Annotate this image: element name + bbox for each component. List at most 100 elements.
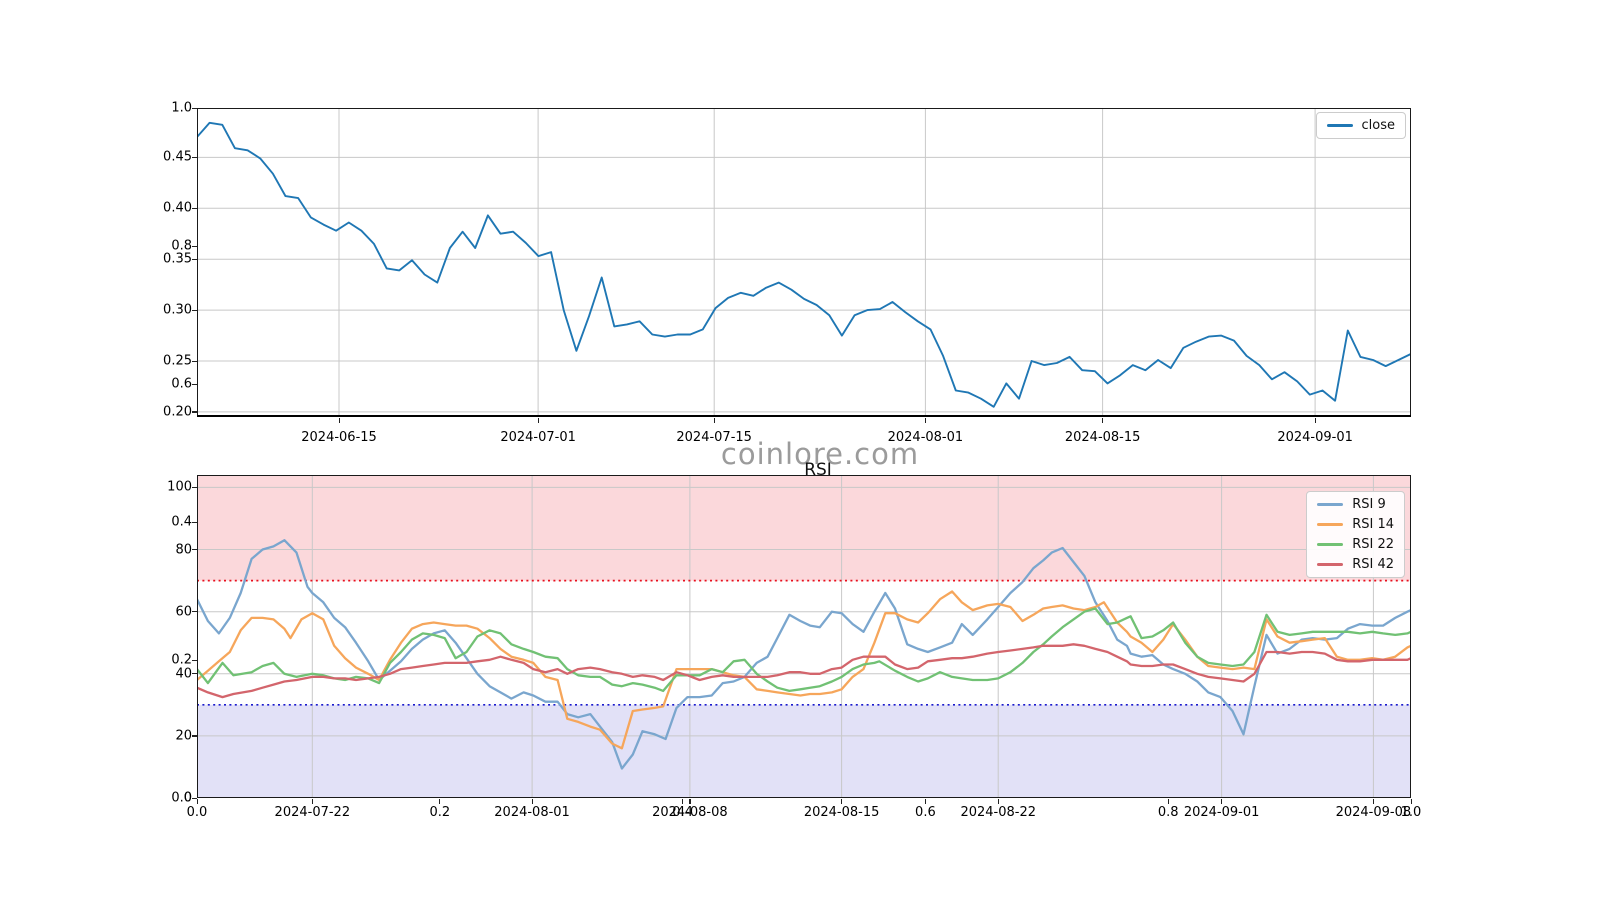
tick-mark: [192, 411, 197, 413]
tick-mark: [192, 549, 197, 551]
outer-xtick-label: 0.0: [186, 805, 208, 820]
price-xtick-label: 2024-08-15: [1064, 430, 1141, 445]
series-line-rsi-42: [197, 643, 1411, 699]
outer-xtick-label: 0.6: [915, 805, 936, 820]
tick-mark: [311, 799, 314, 804]
tick-mark: [1167, 799, 1169, 804]
rsi-xtick-label: 2024-09-01: [1183, 805, 1260, 820]
legend-line-sample: [1326, 124, 1353, 127]
rsi-xtick-label: 2024-08-22: [960, 805, 1037, 820]
tick-mark: [196, 799, 198, 804]
rsi-chart-title: RSI: [804, 460, 832, 480]
outer-xtick-label: 0.4: [672, 805, 693, 820]
tick-mark: [192, 258, 197, 260]
legend-entry: close: [1326, 118, 1395, 133]
outer-ytick-label: 0.6: [171, 376, 192, 392]
rsi-xtick-label: 2024-09-08: [1335, 805, 1412, 820]
tick-mark: [924, 418, 927, 423]
tick-mark: [192, 245, 197, 247]
tick-mark: [1314, 418, 1316, 423]
legend-entry: RSI 14: [1317, 517, 1394, 532]
tick-mark: [192, 659, 197, 661]
outer-xtick-label: 0.8: [1157, 805, 1179, 820]
tick-mark: [192, 107, 197, 109]
price-ytick-label: 0.40: [163, 200, 192, 216]
tick-mark: [192, 309, 197, 311]
tick-mark: [192, 735, 197, 737]
outer-ytick-label: 0.2: [171, 652, 192, 668]
series-line-rsi-14: [197, 590, 1411, 750]
tick-mark: [192, 360, 197, 362]
legend-label: RSI 14: [1352, 517, 1394, 532]
tick-mark: [713, 418, 715, 423]
plot-svg: [197, 475, 1411, 798]
legend-line-sample: [1317, 563, 1344, 566]
rsi-xtick-label: 2024-08-08: [652, 805, 728, 820]
outer-ytick-label: 0.4: [171, 514, 192, 530]
outer-ytick-label: 1.0: [171, 100, 192, 116]
rsi-ytick-label: 40: [175, 666, 192, 682]
outer-xtick-label: 0.2: [429, 805, 451, 820]
overbought-band: [197, 475, 1411, 581]
tick-mark: [689, 799, 691, 804]
plot-border: [197, 475, 1411, 798]
tick-mark: [192, 383, 197, 385]
price-ytick-label: 0.25: [163, 353, 192, 369]
legend-line-sample: [1317, 523, 1344, 526]
tick-mark: [1102, 418, 1104, 423]
legend-entry: RSI 22: [1317, 537, 1394, 552]
tick-mark: [439, 799, 441, 804]
tick-mark: [192, 611, 197, 613]
price-ytick-label: 0.35: [163, 251, 192, 267]
rsi-ytick-label: 20: [175, 728, 192, 744]
tick-mark: [924, 799, 927, 804]
price-legend: close: [1315, 112, 1406, 139]
tick-mark: [1372, 799, 1375, 804]
rsi-ytick-label: 60: [175, 604, 192, 620]
rsi-xtick-label: 2024-07-22: [274, 805, 351, 820]
rsi-legend: RSI 9 RSI 14 RSI 22 RSI 42: [1306, 491, 1405, 578]
legend-label: RSI 9: [1352, 497, 1386, 512]
price-ytick-label: 0.30: [163, 302, 192, 318]
price-xtick-label: 2024-08-01: [887, 430, 964, 445]
price-xtick-label: 2024-06-15: [301, 430, 377, 445]
tick-mark: [1221, 799, 1223, 804]
tick-mark: [537, 418, 539, 423]
plot-svg: [197, 108, 1411, 417]
price-xtick-label: 2024-09-01: [1277, 430, 1353, 445]
legend-label: RSI 42: [1352, 557, 1394, 572]
watermark: coinlore.com: [720, 437, 920, 471]
rsi-xtick-label: 2024-08-15: [803, 805, 880, 820]
legend-label: RSI 22: [1352, 537, 1394, 552]
rsi-ytick-label: 100: [167, 479, 192, 495]
tick-mark: [682, 799, 684, 804]
outer-ytick-label: 0.0: [171, 790, 192, 806]
rsi-ytick-label: 80: [175, 542, 192, 558]
tick-mark: [192, 156, 197, 159]
oversold-band: [197, 704, 1411, 798]
series-line-rsi-22: [197, 607, 1411, 693]
legend-line-sample: [1317, 503, 1344, 506]
tick-mark: [192, 207, 197, 209]
price-xtick-label: 2024-07-15: [676, 430, 752, 445]
tick-mark: [841, 799, 843, 804]
series-line-rsi-9: [197, 539, 1411, 770]
legend-label: close: [1361, 118, 1395, 133]
rsi-ytick-label: 0: [183, 790, 192, 806]
price-ytick-label: 0.45: [163, 149, 192, 165]
legend-entry: RSI 42: [1317, 557, 1394, 572]
price-ytick-label: 0.20: [163, 404, 192, 420]
tick-mark: [192, 521, 197, 523]
series-line-close: [197, 121, 1411, 408]
outer-xtick-label: 1.0: [1400, 805, 1422, 820]
tick-mark: [531, 799, 533, 804]
rsi-xtick-label: 2024-08-01: [494, 805, 570, 820]
legend-line-sample: [1317, 543, 1344, 546]
tick-mark: [192, 486, 197, 489]
price-xtick-label: 2024-07-01: [500, 430, 576, 445]
tick-mark: [192, 673, 197, 675]
tick-mark: [1410, 799, 1412, 804]
tick-mark: [997, 799, 999, 804]
plot-border: [197, 108, 1411, 417]
